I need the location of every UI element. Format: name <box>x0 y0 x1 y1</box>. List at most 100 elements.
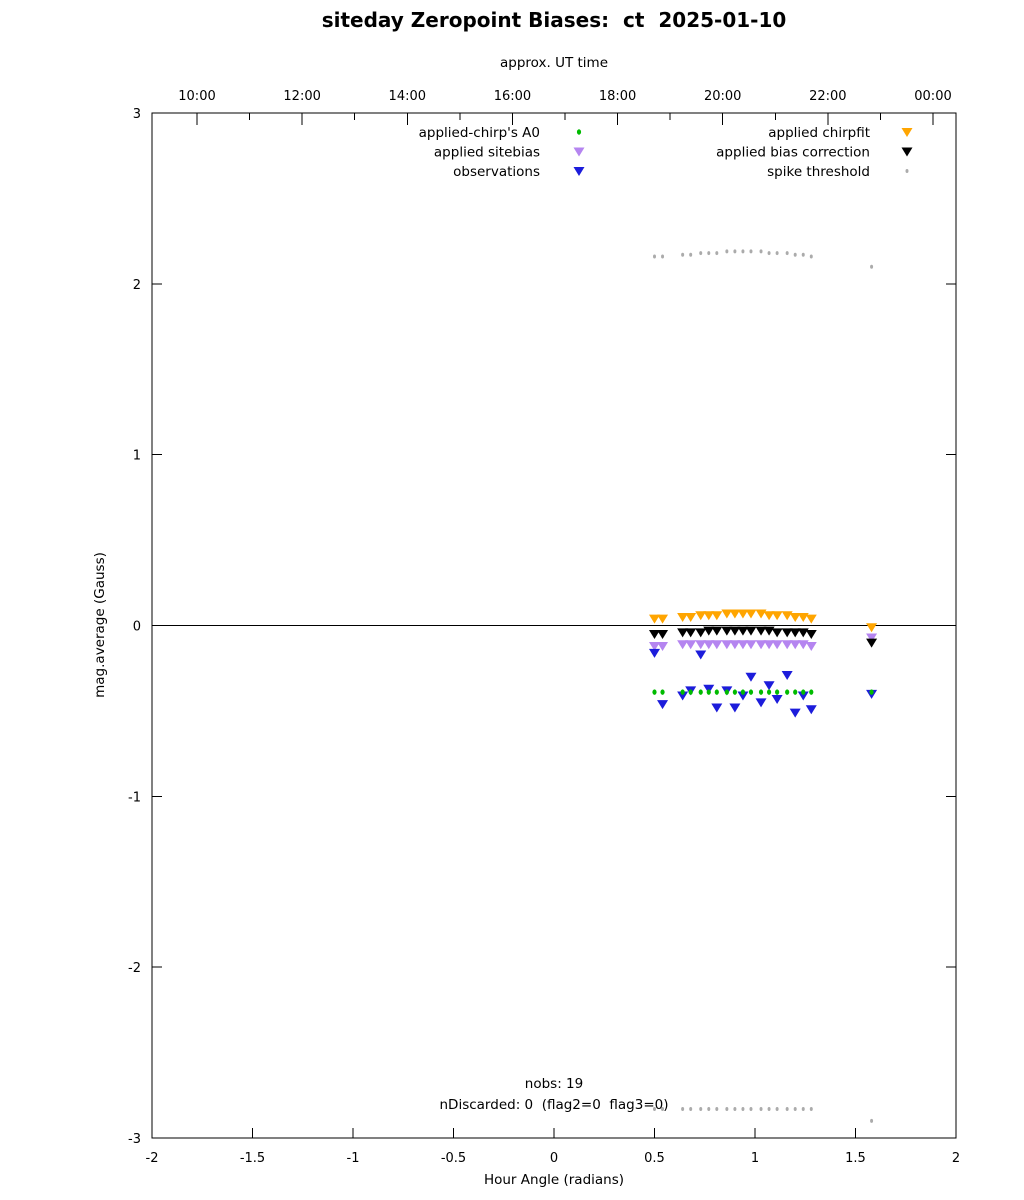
data-point <box>725 249 729 254</box>
data-point <box>729 703 741 713</box>
data-point <box>653 254 656 259</box>
x-tick-label: 1 <box>751 1151 759 1166</box>
x-tick-label: -2 <box>146 1151 159 1166</box>
data-point <box>797 691 809 701</box>
data-point <box>805 642 817 651</box>
data-point <box>685 628 697 638</box>
top-tick-label: 16:00 <box>494 89 531 104</box>
data-point <box>653 1106 656 1111</box>
x-tick-label: -1 <box>347 1151 360 1166</box>
data-point <box>793 689 798 695</box>
data-point <box>775 689 780 695</box>
data-point <box>759 1106 763 1111</box>
data-point <box>703 611 715 621</box>
y-tick-label: 0 <box>133 620 141 635</box>
data-point <box>781 628 793 638</box>
data-point <box>763 640 775 650</box>
data-point <box>745 609 757 619</box>
data-point <box>749 1106 753 1111</box>
data-point <box>748 689 754 695</box>
data-point <box>715 251 719 256</box>
data-point <box>661 1106 665 1111</box>
legend-label-observations: observations <box>453 164 540 180</box>
data-point <box>680 689 685 695</box>
legend-label-applied-chirpfit: applied chirpfit <box>768 125 870 141</box>
data-point <box>745 672 757 682</box>
data-point <box>870 264 874 269</box>
data-point <box>649 642 660 651</box>
data-point <box>707 251 711 256</box>
data-point <box>866 638 878 648</box>
data-point <box>652 689 657 695</box>
legend-marker-applied-chirp-s-a0 <box>576 129 582 135</box>
data-point <box>755 698 767 708</box>
data-point <box>789 708 801 718</box>
data-point <box>755 609 767 619</box>
data-point <box>755 640 767 650</box>
data-point <box>661 254 665 259</box>
data-point <box>797 612 809 622</box>
data-point <box>649 648 660 658</box>
data-point <box>767 1106 771 1111</box>
data-point <box>649 614 660 624</box>
x-axis-title: Hour Angle (radians) <box>483 1172 625 1188</box>
top-tick-label: 14:00 <box>389 89 426 104</box>
data-point <box>729 626 741 636</box>
x-tick-label: 2 <box>952 1151 960 1166</box>
data-point <box>689 252 693 257</box>
data-point <box>695 640 707 650</box>
data-point <box>714 689 719 695</box>
data-point <box>698 689 703 695</box>
top-tick-label: 18:00 <box>599 89 636 104</box>
data-point <box>681 1106 685 1111</box>
data-point <box>745 626 757 636</box>
data-point <box>870 1118 874 1123</box>
data-point <box>805 705 817 715</box>
data-point <box>657 700 669 710</box>
series-spike-threshold <box>653 1106 874 1123</box>
data-point <box>677 691 689 701</box>
data-point <box>793 252 797 257</box>
data-point <box>801 252 805 257</box>
data-point <box>685 612 697 622</box>
data-point <box>789 612 801 622</box>
data-point <box>771 611 783 621</box>
legend-label-applied-chirp-s-a0: applied-chirp's A0 <box>419 125 540 141</box>
data-point <box>797 640 809 650</box>
data-point <box>741 249 745 254</box>
series-applied-bias-correction <box>649 626 878 648</box>
data-point <box>785 1106 789 1111</box>
data-point <box>866 633 878 643</box>
data-point <box>703 640 715 650</box>
data-point <box>725 1106 729 1111</box>
data-point <box>763 626 775 636</box>
top-axis-ticks: 10:00 12:00 14:00 16:00 18:00 20:00 22:00 00:00 <box>178 89 952 125</box>
data-point <box>703 684 715 694</box>
legend-marker-spike-threshold <box>905 169 909 173</box>
data-point <box>711 626 723 636</box>
data-point <box>695 628 707 638</box>
data-point <box>737 626 749 636</box>
data-point <box>729 609 741 619</box>
chart-title: siteday Zeropoint Biases: ct 2025-01-10 <box>321 8 787 32</box>
y-tick-label: -2 <box>128 961 141 976</box>
legend-label-applied-bias-correction: applied bias correction <box>716 144 870 160</box>
data-point <box>706 689 711 695</box>
data-point <box>721 609 733 619</box>
data-point <box>721 640 733 650</box>
data-point <box>869 689 874 695</box>
y-axis-ticks: 3 2 1 0 -1 -2 -3 <box>128 107 956 1147</box>
data-point <box>781 671 793 681</box>
data-point <box>801 1106 805 1111</box>
data-point <box>793 1106 797 1111</box>
data-point <box>741 1106 745 1111</box>
data-point <box>771 694 783 704</box>
data-point <box>781 640 793 650</box>
data-point <box>699 251 703 256</box>
data-point <box>685 640 697 650</box>
data-point <box>759 249 763 254</box>
data-point <box>707 1106 711 1111</box>
x-tick-label: 0.5 <box>644 1151 665 1166</box>
